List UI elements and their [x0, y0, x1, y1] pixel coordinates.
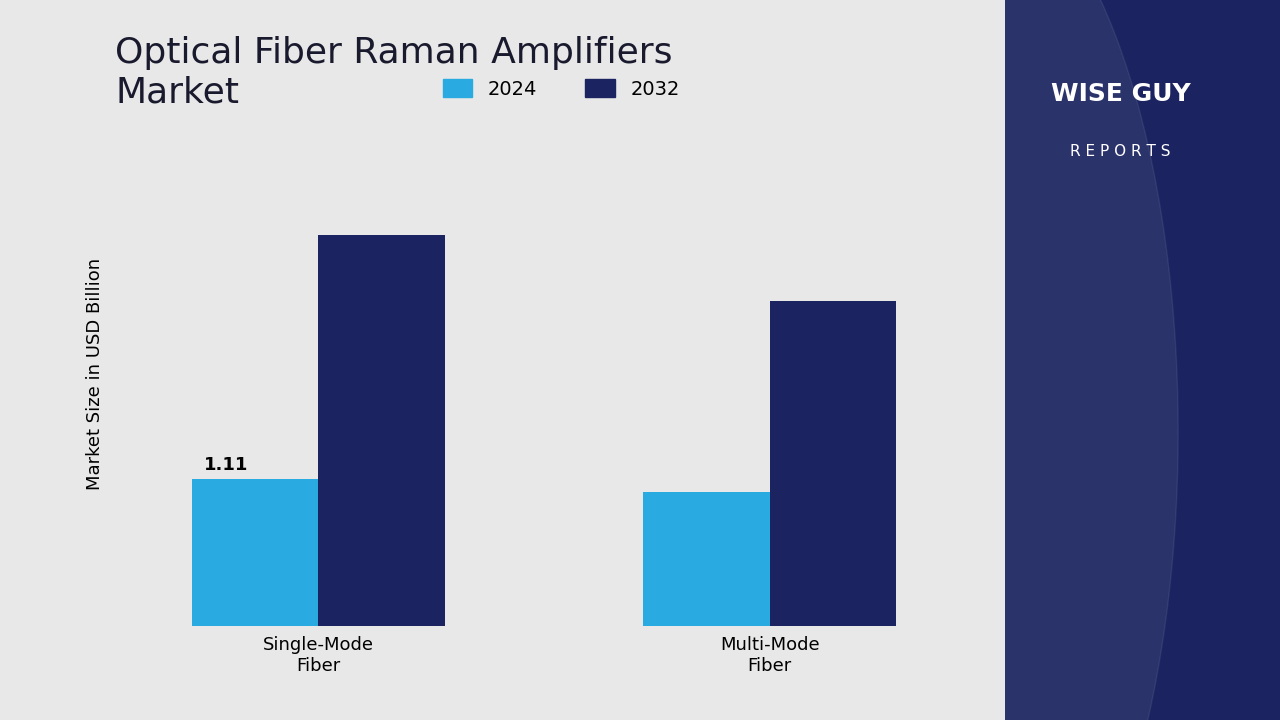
Text: WISE GUY: WISE GUY	[1051, 81, 1190, 106]
Circle shape	[749, 0, 1178, 720]
Text: 1.11: 1.11	[204, 456, 248, 474]
Legend: 2024, 2032: 2024, 2032	[435, 72, 687, 107]
Y-axis label: Market Size in USD Billion: Market Size in USD Billion	[86, 258, 104, 490]
Bar	[769, 302, 896, 626]
Text: R E P O R T S: R E P O R T S	[1070, 144, 1171, 158]
Text: Optical Fiber Raman Amplifiers
Market: Optical Fiber Raman Amplifiers Market	[115, 36, 673, 109]
Bar	[644, 492, 769, 626]
Bar	[319, 235, 444, 626]
Bar	[192, 480, 319, 626]
